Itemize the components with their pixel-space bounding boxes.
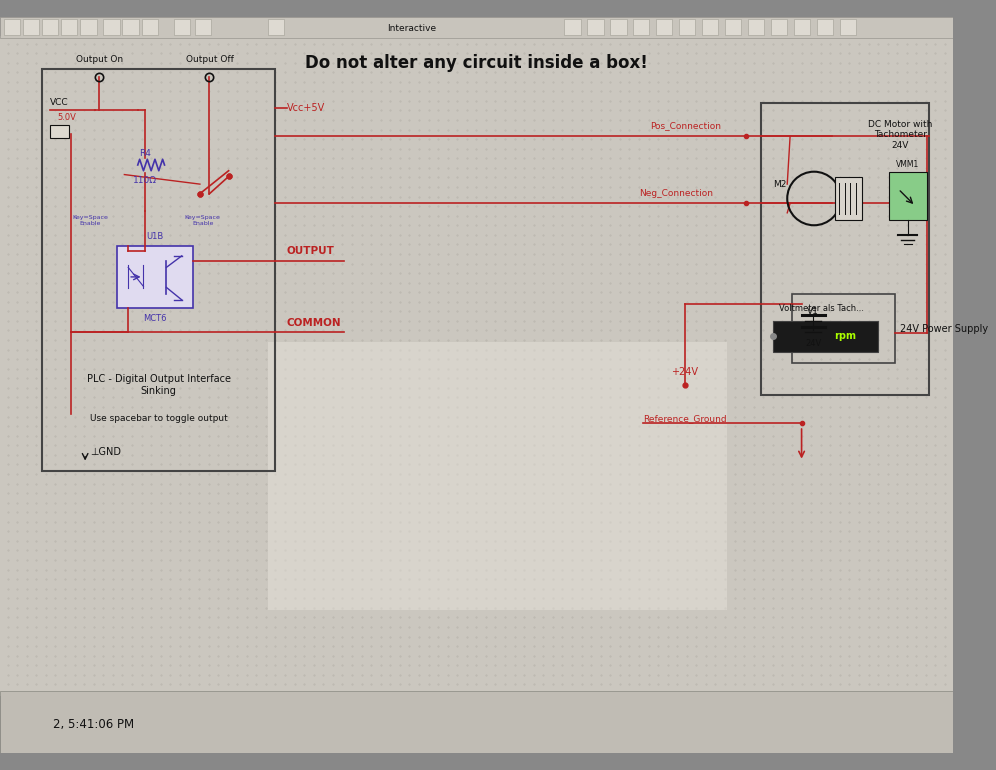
Text: Use spacebar to toggle output: Use spacebar to toggle output [90, 414, 228, 423]
Text: 24V: 24V [805, 340, 821, 348]
Bar [817, 18, 833, 35]
Text: MCT6: MCT6 [143, 313, 166, 323]
Bar [835, 177, 862, 219]
Text: M2: M2 [773, 179, 786, 189]
Bar [771, 18, 787, 35]
Text: VMM1: VMM1 [896, 160, 919, 169]
Bar [123, 18, 138, 35]
Text: Output On: Output On [76, 55, 124, 64]
Bar [61, 18, 78, 35]
Text: ⊥GND: ⊥GND [90, 447, 121, 457]
Text: COMMON: COMMON [287, 317, 342, 327]
Text: V1: V1 [807, 307, 819, 316]
Text: Pos_Connection: Pos_Connection [650, 122, 721, 131]
Bar [268, 18, 284, 35]
Text: Key=Space
Enable: Key=Space Enable [185, 215, 221, 226]
Bar [702, 18, 718, 35]
Text: 110Ω: 110Ω [133, 176, 157, 185]
Text: Vcc+5V: Vcc+5V [287, 102, 326, 112]
Bar [42, 18, 59, 35]
Text: U1B: U1B [146, 233, 163, 241]
Text: Neg_Connection: Neg_Connection [639, 189, 713, 199]
Text: Voltmeter als Tach...: Voltmeter als Tach... [779, 304, 864, 313]
Text: rpm: rpm [835, 331, 857, 341]
Bar [611, 18, 626, 35]
Bar [104, 18, 120, 35]
Bar [761, 103, 929, 394]
Bar [840, 18, 857, 35]
Bar [679, 18, 695, 35]
Text: OUTPUT: OUTPUT [287, 246, 335, 256]
Text: PLC - Digital Output Interface
Sinking: PLC - Digital Output Interface Sinking [87, 374, 231, 396]
Bar [792, 294, 895, 363]
Text: +24V: +24V [671, 367, 698, 377]
Bar [174, 18, 190, 35]
Bar [725, 18, 741, 35]
Text: 2, 5:41:06 PM: 2, 5:41:06 PM [53, 718, 133, 731]
Text: Reference_Ground: Reference_Ground [642, 414, 726, 423]
Bar [0, 691, 953, 753]
Text: Key=Space
Enable: Key=Space Enable [72, 215, 108, 226]
Bar [0, 36, 953, 696]
Bar [773, 321, 878, 352]
Text: VCC: VCC [50, 99, 69, 107]
Bar [268, 342, 727, 610]
Bar [888, 172, 927, 219]
Bar [0, 17, 953, 38]
Bar [794, 18, 810, 35]
Bar [23, 18, 39, 35]
Bar [748, 18, 764, 35]
Bar [4, 18, 20, 35]
Bar [141, 18, 157, 35]
Bar [195, 18, 211, 35]
Text: R4: R4 [139, 149, 151, 158]
Text: Output Off: Output Off [185, 55, 233, 64]
Bar [633, 18, 649, 35]
Text: 24V Power Supply: 24V Power Supply [900, 323, 988, 333]
Text: DC Motor with
Tachometer
24V: DC Motor with Tachometer 24V [868, 120, 932, 150]
Bar [565, 18, 581, 35]
Bar [42, 69, 276, 471]
Bar [81, 18, 97, 35]
Text: Do not alter any circuit inside a box!: Do not alter any circuit inside a box! [305, 54, 647, 72]
Text: Interactive: Interactive [386, 24, 436, 32]
Text: 5.0V: 5.0V [58, 112, 77, 122]
Bar [50, 125, 69, 138]
Bar [588, 18, 604, 35]
Bar [656, 18, 672, 35]
Bar [117, 246, 193, 309]
